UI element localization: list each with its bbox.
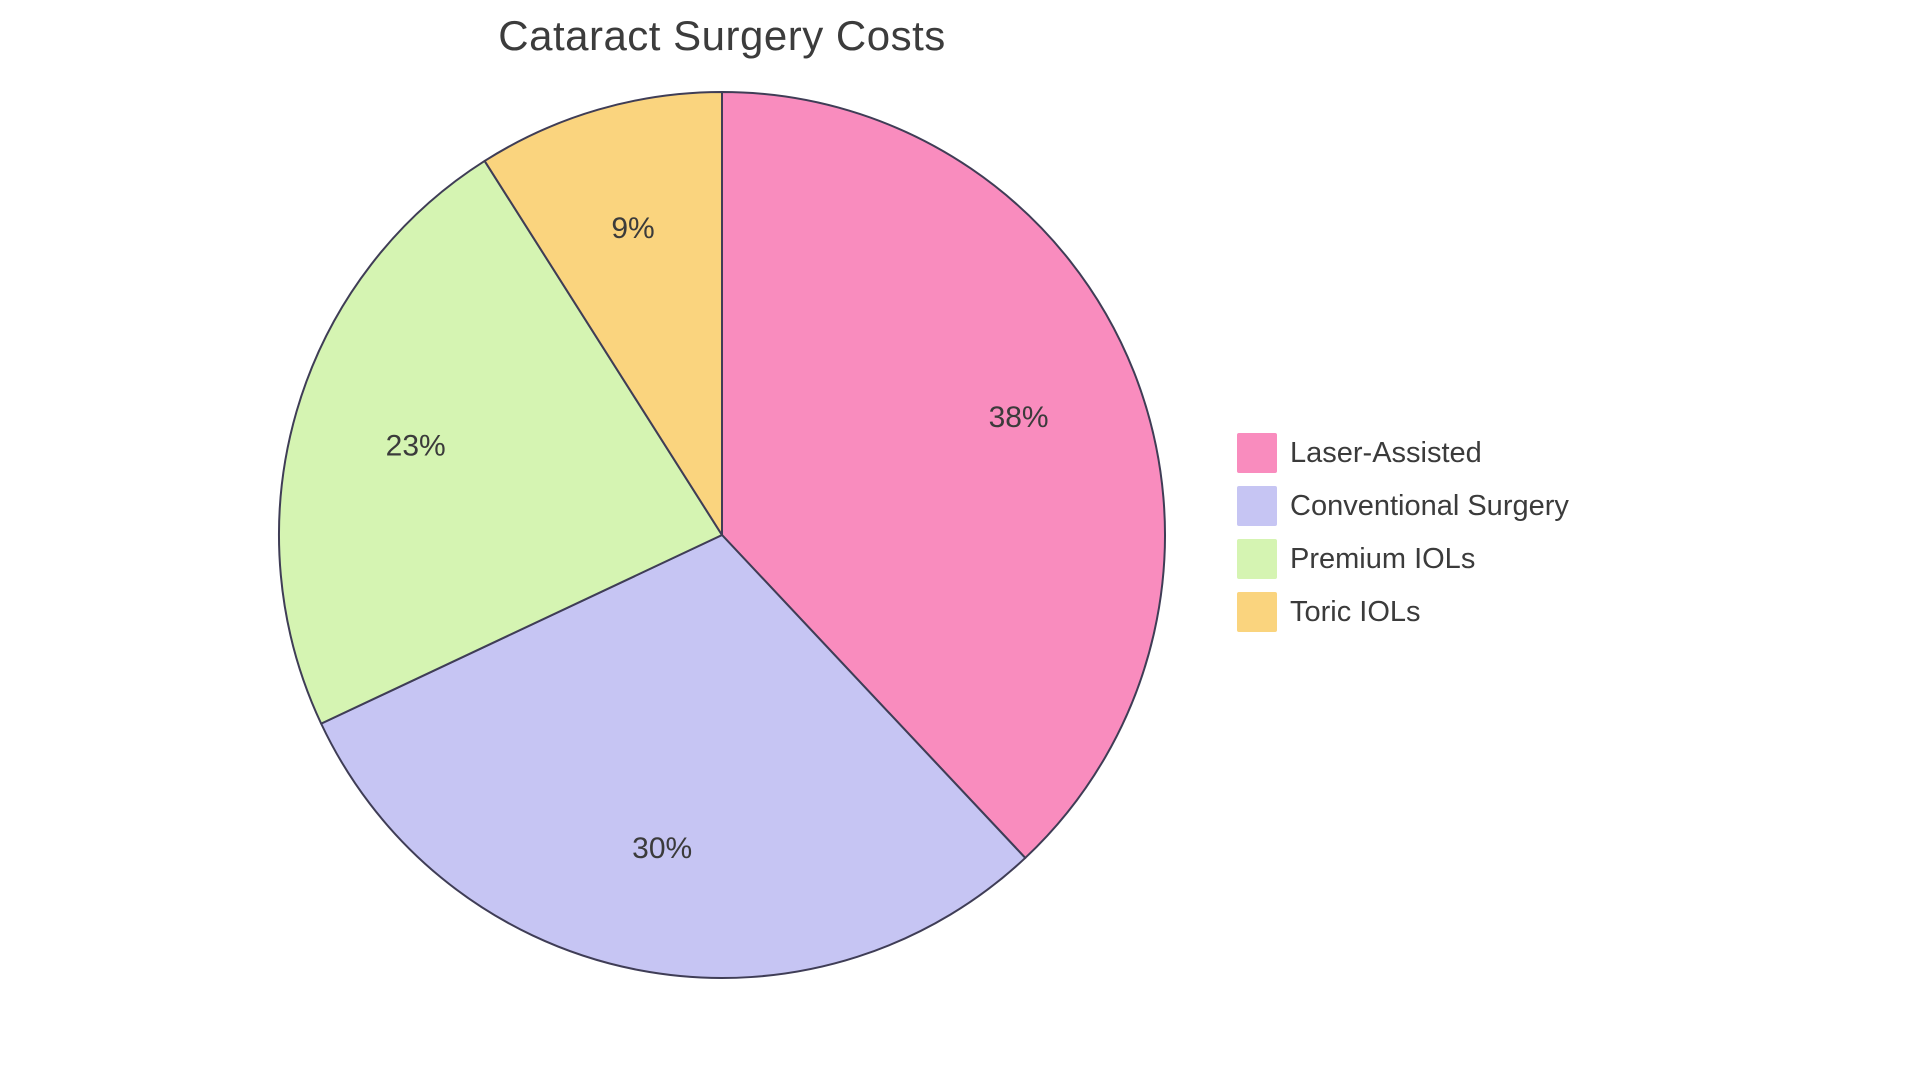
slice-percent-label-toric-iols: 9%: [611, 212, 654, 245]
legend-item-conventional-surgery[interactable]: Conventional Surgery: [1237, 486, 1569, 526]
legend-item-laser-assisted[interactable]: Laser-Assisted: [1237, 433, 1569, 473]
slice-percent-label-laser-assisted: 38%: [989, 401, 1049, 434]
legend-swatch-conventional-surgery: [1237, 486, 1277, 526]
pie-slice-premium-iols[interactable]: [278, 159, 723, 725]
pie-slice-laser-assisted[interactable]: [721, 91, 1166, 859]
legend-swatch-toric-iols: [1237, 592, 1277, 632]
legend-label-premium-iols: Premium IOLs: [1290, 542, 1476, 575]
legend-item-toric-iols[interactable]: Toric IOLs: [1237, 592, 1569, 632]
slice-percent-label-premium-iols: 23%: [386, 430, 446, 463]
slice-percent-label-conventional-surgery: 30%: [632, 832, 692, 865]
legend-label-toric-iols: Toric IOLs: [1290, 595, 1421, 628]
legend-swatch-premium-iols: [1237, 539, 1277, 579]
legend-label-conventional-surgery: Conventional Surgery: [1290, 489, 1569, 522]
legend-swatch-laser-assisted: [1237, 433, 1277, 473]
chart-legend: Laser-Assisted Conventional Surgery Premiu…: [1237, 433, 1569, 632]
legend-item-premium-iols[interactable]: Premium IOLs: [1237, 539, 1569, 579]
pie-slice-conventional-surgery[interactable]: [320, 534, 1027, 979]
pie-slice-toric-iols[interactable]: [483, 91, 723, 536]
chart-title: Cataract Surgery Costs: [498, 12, 946, 59]
legend-label-laser-assisted: Laser-Assisted: [1290, 436, 1482, 469]
